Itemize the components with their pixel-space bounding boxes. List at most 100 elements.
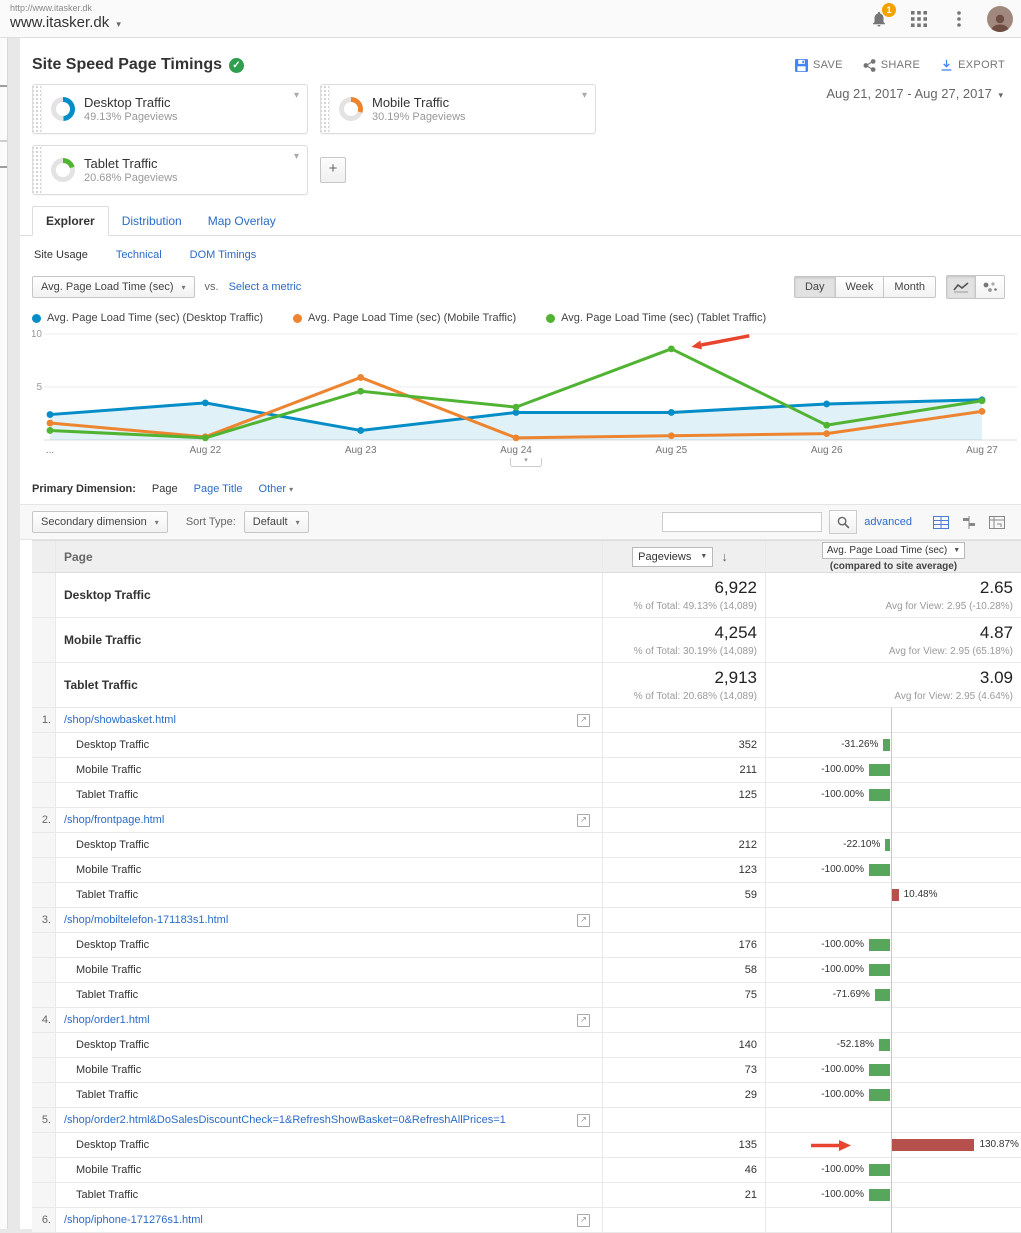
red-arrow-annotation	[809, 1139, 851, 1152]
external-link-icon[interactable]: ↗	[577, 914, 590, 927]
legend-item-desktop: Avg. Page Load Time (sec) (Desktop Traff…	[32, 312, 263, 324]
row-index	[32, 958, 56, 982]
delta-bar	[892, 889, 899, 901]
page-link[interactable]: /shop/iphone-171276s1.html	[64, 1214, 203, 1226]
row-index	[32, 1183, 56, 1207]
page-link[interactable]: /shop/frontpage.html	[64, 814, 165, 826]
row-index: 3.	[32, 908, 56, 932]
advanced-link[interactable]: advanced	[864, 516, 912, 528]
legend-label: Avg. Page Load Time (sec) (Mobile Traffi…	[308, 312, 517, 324]
timeline-chart[interactable]: 10 5... Aug 22 Aug 23 Aug 24 Aug 25 Aug 26 Aug …	[32, 328, 1017, 458]
drag-handle[interactable]	[33, 146, 42, 194]
page-link[interactable]: /shop/showbasket.html	[64, 714, 176, 726]
chart-collapse-handle[interactable]: ▾	[510, 457, 542, 467]
account-selector[interactable]: www.itasker.dk ▾	[10, 14, 121, 31]
segment-cell: Tablet Traffic	[56, 1183, 602, 1207]
select-metric-link[interactable]: Select a metric	[228, 281, 302, 293]
segment-subtitle: 49.13% Pageviews	[84, 111, 178, 123]
dimension-other-link[interactable]: Other ▾	[259, 483, 294, 495]
vs-label: vs.	[204, 281, 219, 293]
motion-chart-type-button[interactable]	[976, 275, 1005, 299]
sort-descending-icon[interactable]: ↓	[721, 549, 728, 564]
metric-cell: -22.10%	[765, 833, 1021, 858]
pivot-view-icon	[989, 515, 1005, 529]
overflow-menu-button[interactable]	[947, 7, 971, 31]
sort-type-dropdown[interactable]: Default ▾	[243, 511, 309, 533]
notifications-button[interactable]: 1	[867, 2, 896, 31]
segment-label: Mobile Traffic	[76, 764, 142, 776]
legend-dot	[293, 313, 303, 323]
table-search-input[interactable]	[662, 512, 823, 532]
secondary-dimension-dropdown[interactable]: Secondary dimension ▾	[32, 511, 168, 533]
delta-label: 130.87%	[979, 1139, 1019, 1150]
red-arrow-annotation	[691, 334, 750, 350]
metric-column-select[interactable]: Avg. Page Load Time (sec) ▼	[821, 541, 966, 559]
percentage-view-button[interactable]	[957, 512, 981, 532]
subtab-dom-timings[interactable]: DOM Timings	[189, 249, 257, 261]
add-segment-button[interactable]: +	[320, 157, 346, 183]
segment-donut-icon	[339, 97, 363, 121]
external-link-icon[interactable]: ↗	[577, 1014, 590, 1027]
tab-map-overlay[interactable]: Map Overlay	[207, 214, 276, 228]
share-button[interactable]: SHARE	[863, 58, 920, 72]
segment-cell: Tablet Traffic	[56, 783, 602, 807]
table-row-segment: Tablet Traffic 21 -100.00%	[32, 1183, 1021, 1208]
summary-metric: 3.09	[979, 668, 1013, 687]
external-link-icon[interactable]: ↗	[577, 814, 590, 827]
segment-cell: Desktop Traffic	[56, 733, 602, 757]
table-row-segment: Mobile Traffic 123 -100.00%	[32, 858, 1021, 883]
apps-grid-button[interactable]	[907, 7, 931, 31]
granularity-day-button[interactable]: Day	[793, 276, 836, 298]
granularity-week-button[interactable]: Week	[835, 276, 885, 298]
svg-text:Aug 27: Aug 27	[966, 445, 998, 456]
subtab-technical[interactable]: Technical	[115, 249, 162, 261]
legend-dot	[32, 313, 41, 323]
metric-cell: -100.00%	[765, 1158, 1021, 1183]
chevron-down-icon: ▾	[154, 517, 159, 527]
pageviews-value: 123	[738, 864, 757, 876]
row-index	[32, 1158, 56, 1182]
search-button[interactable]	[829, 510, 858, 534]
metric-cell: -100.00%	[765, 858, 1021, 883]
tab-distribution[interactable]: Distribution	[121, 214, 182, 228]
chevron-down-icon[interactable]: ▾	[293, 90, 299, 101]
drag-handle[interactable]	[321, 85, 330, 133]
search-icon	[837, 516, 850, 528]
export-button[interactable]: EXPORT	[940, 59, 1005, 72]
external-link-icon[interactable]: ↗	[577, 1114, 590, 1127]
external-link-icon[interactable]: ↗	[577, 714, 590, 727]
line-chart-type-button[interactable]	[946, 275, 976, 299]
segment-donut-icon	[51, 97, 75, 121]
subtab-site-usage[interactable]: Site Usage	[34, 249, 88, 261]
metric-column-label: Avg. Page Load Time (sec)	[826, 544, 948, 556]
chevron-down-icon[interactable]: ▾	[293, 151, 299, 162]
segment-label: Tablet Traffic	[76, 1089, 139, 1101]
metric-dropdown[interactable]: Avg. Page Load Time (sec) ▾	[32, 276, 195, 298]
page-link[interactable]: /shop/order1.html	[64, 1014, 150, 1026]
share-icon	[863, 58, 876, 72]
pageviews-column-select[interactable]: Pageviews ▼	[632, 546, 714, 567]
external-link-icon[interactable]: ↗	[577, 1214, 590, 1227]
pivot-view-button[interactable]	[985, 512, 1009, 532]
page-link[interactable]: /shop/mobiltelefon-171183s1.html	[64, 914, 229, 926]
chevron-down-icon[interactable]: ▾	[581, 90, 587, 101]
tab-explorer[interactable]: Explorer	[32, 206, 109, 236]
row-index	[32, 1133, 56, 1157]
dimension-other-label: Other	[258, 483, 287, 495]
delta-bar	[874, 989, 890, 1001]
drag-handle[interactable]	[33, 85, 42, 133]
date-range-selector[interactable]: Aug 21, 2017 - Aug 27, 2017 ▾	[826, 86, 1003, 101]
pageviews-value: 59	[744, 889, 757, 901]
segment-card-desktop[interactable]: Desktop Traffic 49.13% Pageviews ▾	[32, 84, 308, 134]
row-index	[32, 858, 56, 882]
save-button[interactable]: SAVE	[795, 58, 843, 72]
collapsed-sidebar[interactable]	[0, 38, 8, 1229]
granularity-month-button[interactable]: Month	[884, 276, 936, 298]
dimension-page-title-link[interactable]: Page Title	[193, 483, 243, 495]
data-table-view-button[interactable]	[929, 512, 953, 532]
segment-card-mobile[interactable]: Mobile Traffic 30.19% Pageviews ▾	[320, 84, 596, 134]
user-avatar[interactable]	[987, 5, 1013, 32]
dimension-page[interactable]: Page	[151, 483, 178, 495]
segment-card-tablet[interactable]: Tablet Traffic 20.68% Pageviews ▾	[32, 145, 308, 195]
page-link[interactable]: /shop/order2.html&DoSalesDiscountCheck=1…	[64, 1114, 506, 1126]
